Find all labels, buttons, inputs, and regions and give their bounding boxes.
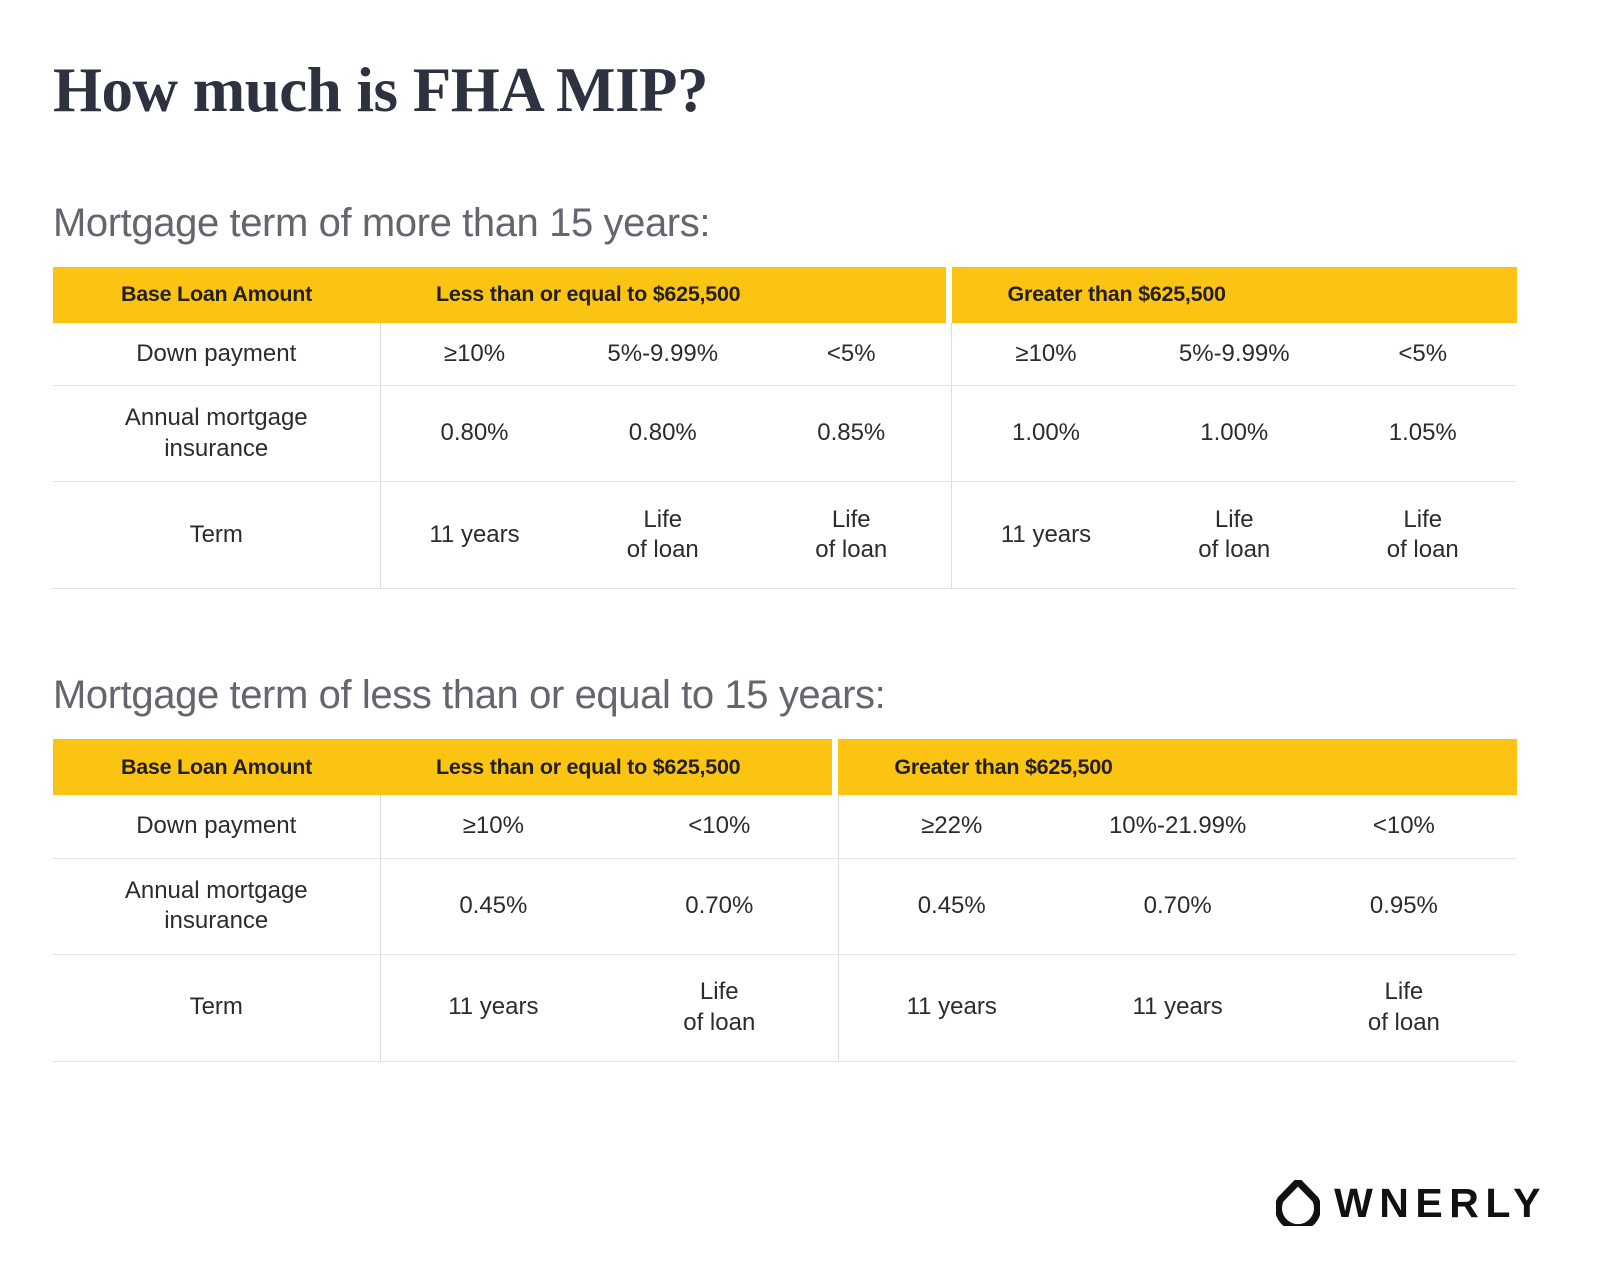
cell-ami-r2: 1.00% <box>1140 385 1329 483</box>
cell-ami-l2: 0.70% <box>606 858 833 955</box>
table-header-row: Base Loan Amount Less than or equal to $… <box>53 739 1517 796</box>
header-gap <box>945 266 952 323</box>
cell-term-r3: Life of loan <box>1290 954 1517 1062</box>
cell-line-1: Life <box>699 978 739 1006</box>
cell-dp-l2: <10% <box>606 795 833 859</box>
header-gap <box>832 739 839 796</box>
cell-line-2: of loan <box>1367 1008 1440 1036</box>
cell-dp-l3: <5% <box>757 322 946 387</box>
cell-line-1: 11 years <box>429 520 520 548</box>
cell-term-l2: Life of loan <box>606 954 833 1062</box>
cell-term-r2: Life of loan <box>1140 481 1329 590</box>
brand-wordmark: WNERLY <box>1334 1179 1547 1226</box>
row-label-annual-mortgage-insurance: Annual mortgage insurance <box>53 858 381 955</box>
cell-ami-l1: 0.45% <box>380 858 607 955</box>
table-row-down-payment: Down payment ≥10% 5%-9.99% <5% ≥10% 5%-9… <box>53 322 1517 387</box>
cell-dp-r3: <5% <box>1328 322 1517 387</box>
cell-line-1: Life <box>1384 978 1424 1006</box>
cell-ami-r2: 0.70% <box>1064 858 1291 955</box>
table-row-term: Term 11 years Life of loan Life of loan … <box>53 481 1517 590</box>
cell-dp-r1: ≥10% <box>951 322 1140 387</box>
table-row-annual-mortgage-insurance: Annual mortgage insurance 0.45% 0.70% 0.… <box>53 858 1517 955</box>
cell-gap <box>832 954 839 1062</box>
cell-dp-r2: 10%-21.99% <box>1064 795 1291 859</box>
cell-dp-r1: ≥22% <box>838 795 1065 859</box>
page-title: How much is FHA MIP? <box>53 55 709 125</box>
cell-line-1: Life <box>1214 505 1254 533</box>
cell-ami-l2: 0.80% <box>568 385 757 483</box>
cell-gap <box>945 481 952 590</box>
cell-line-2: of loan <box>1386 536 1459 564</box>
cell-ami-r1: 1.00% <box>951 385 1140 483</box>
cell-line-2: of loan <box>815 536 888 564</box>
cell-line-1: 11 years <box>1000 520 1092 548</box>
cell-line-2: of loan <box>626 536 699 564</box>
cell-ami-l3: 0.85% <box>757 385 946 483</box>
cell-term-l2: Life of loan <box>568 481 757 590</box>
table-row-annual-mortgage-insurance: Annual mortgage insurance 0.80% 0.80% 0.… <box>53 385 1517 483</box>
cell-term-l1: 11 years <box>380 481 569 590</box>
house-pin-icon <box>1276 1180 1321 1226</box>
cell-line-1: 11 years <box>448 993 539 1021</box>
row-label-down-payment: Down payment <box>53 795 381 859</box>
header-group-less-than-or-equal: Less than or equal to $625,500 <box>380 266 946 323</box>
cell-ami-r1: 0.45% <box>838 858 1065 955</box>
mip-table-less-than-or-equal-15-years: Base Loan Amount Less than or equal to $… <box>53 739 1517 1062</box>
section-heading-less-than-or-equal-15-years: Mortgage term of less than or equal to 1… <box>53 673 886 718</box>
cell-line-1: Life <box>831 505 871 533</box>
cell-term-r1: 11 years <box>951 481 1140 590</box>
cell-ami-r3: 0.95% <box>1290 858 1517 955</box>
row-label-line-2: insurance <box>164 907 269 935</box>
row-label-annual-mortgage-insurance: Annual mortgage insurance <box>53 385 381 483</box>
cell-gap <box>945 385 952 483</box>
cell-dp-l2: 5%-9.99% <box>568 322 757 387</box>
section-spacer <box>53 589 1547 625</box>
header-group-less-than-or-equal: Less than or equal to $625,500 <box>380 739 833 796</box>
row-label-down-payment: Down payment <box>53 322 381 387</box>
table-row-term: Term 11 years Life of loan 11 years 11 y… <box>53 954 1517 1062</box>
cell-gap <box>832 795 839 859</box>
table-row-down-payment: Down payment ≥10% <10% ≥22% 10%-21.99% <… <box>53 795 1517 859</box>
brand-logo: WNERLY <box>1276 1180 1547 1226</box>
header-group-greater-than: Greater than $625,500 <box>838 739 1517 796</box>
cell-dp-l1: ≥10% <box>380 795 607 859</box>
cell-ami-r3: 1.05% <box>1328 385 1517 483</box>
header-base-loan-amount: Base Loan Amount <box>53 739 380 796</box>
cell-ami-l1: 0.80% <box>380 385 569 483</box>
row-label-line-1: Annual mortgage <box>124 876 308 904</box>
cell-term-r2: 11 years <box>1064 954 1291 1062</box>
cell-line-2: of loan <box>683 1008 756 1036</box>
cell-dp-r2: 5%-9.99% <box>1140 322 1329 387</box>
cell-term-r3: Life of loan <box>1328 481 1517 590</box>
cell-gap <box>832 858 839 955</box>
mip-table-more-than-15-years: Base Loan Amount Less than or equal to $… <box>53 266 1517 590</box>
cell-dp-r3: <10% <box>1290 795 1517 859</box>
table-header-row: Base Loan Amount Less than or equal to $… <box>53 266 1517 323</box>
header-group-greater-than: Greater than $625,500 <box>951 266 1517 323</box>
cell-line-1: Life <box>643 505 683 533</box>
header-base-loan-amount: Base Loan Amount <box>53 266 380 323</box>
cell-line-1: Life <box>1403 505 1443 533</box>
cell-term-l3: Life of loan <box>757 481 946 590</box>
section-heading-more-than-15-years: Mortgage term of more than 15 years: <box>53 200 711 245</box>
cell-gap <box>945 322 952 387</box>
cell-dp-l1: ≥10% <box>380 322 569 387</box>
row-label-line-2: insurance <box>164 434 269 462</box>
row-label-line-1: Annual mortgage <box>124 404 308 432</box>
cell-term-r1: 11 years <box>838 954 1065 1062</box>
row-label-term: Term <box>53 954 381 1062</box>
row-label-term: Term <box>53 481 381 590</box>
cell-line-2: of loan <box>1198 536 1271 564</box>
cell-line-1: 11 years <box>1132 993 1223 1021</box>
cell-term-l1: 11 years <box>380 954 607 1062</box>
cell-line-1: 11 years <box>906 993 997 1021</box>
